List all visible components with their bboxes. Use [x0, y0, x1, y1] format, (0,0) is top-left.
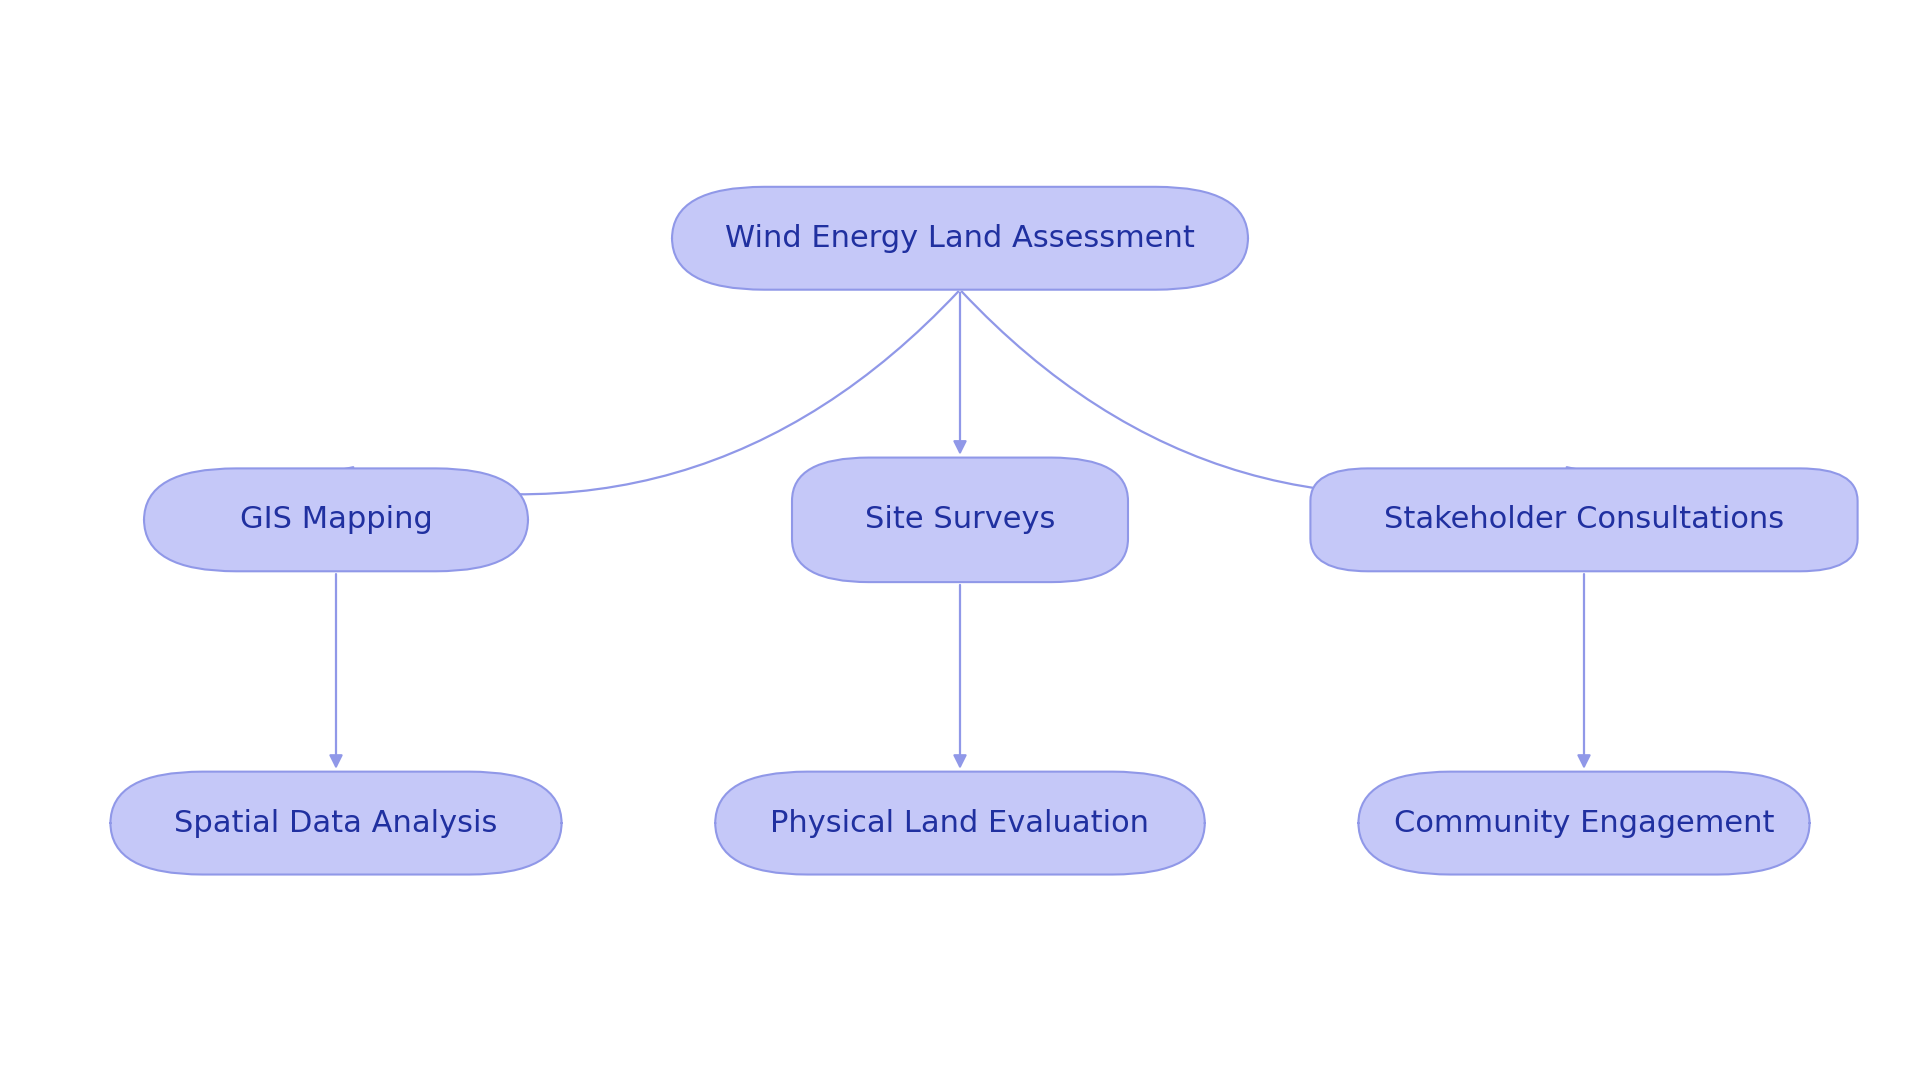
- Text: Wind Energy Land Assessment: Wind Energy Land Assessment: [726, 224, 1194, 252]
- Text: Community Engagement: Community Engagement: [1394, 809, 1774, 837]
- Text: Physical Land Evaluation: Physical Land Evaluation: [770, 809, 1150, 837]
- Text: Spatial Data Analysis: Spatial Data Analysis: [175, 809, 497, 837]
- Text: GIS Mapping: GIS Mapping: [240, 506, 432, 534]
- FancyBboxPatch shape: [714, 772, 1206, 875]
- FancyBboxPatch shape: [672, 186, 1248, 289]
- FancyBboxPatch shape: [1309, 469, 1859, 572]
- Text: Stakeholder Consultations: Stakeholder Consultations: [1384, 506, 1784, 534]
- Text: Site Surveys: Site Surveys: [864, 506, 1056, 534]
- FancyBboxPatch shape: [144, 469, 528, 572]
- FancyBboxPatch shape: [109, 772, 561, 875]
- FancyBboxPatch shape: [1359, 772, 1809, 875]
- FancyBboxPatch shape: [791, 457, 1127, 583]
